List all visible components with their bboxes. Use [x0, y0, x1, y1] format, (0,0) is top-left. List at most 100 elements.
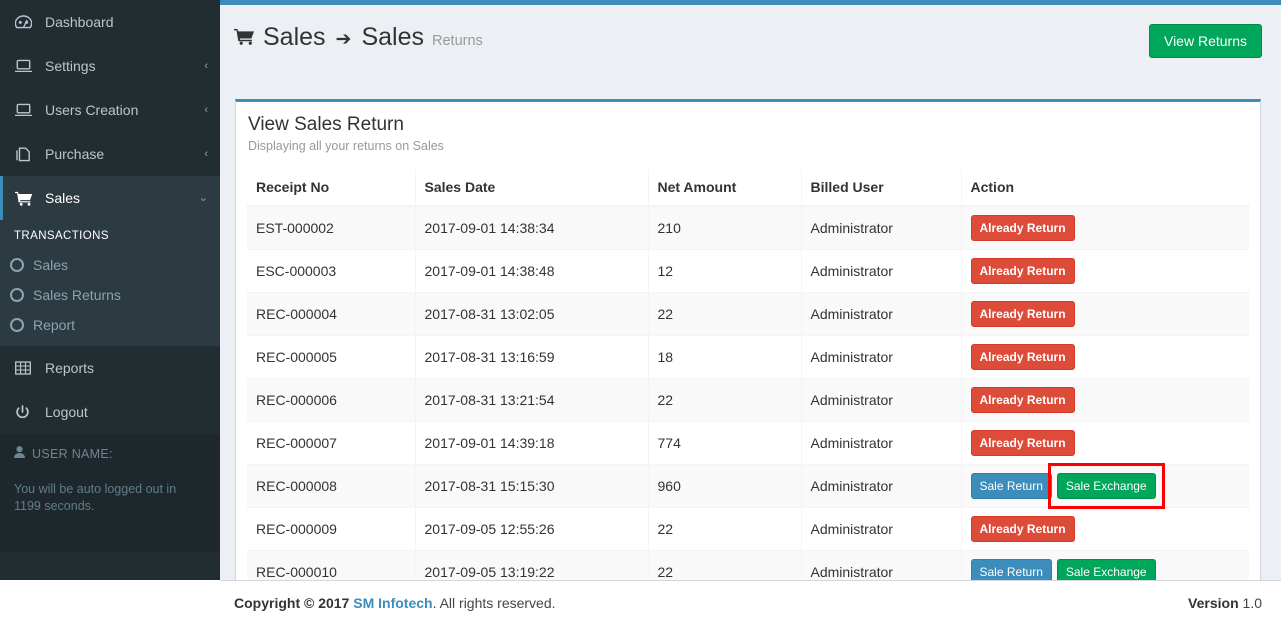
cell-action: Already Return: [961, 249, 1249, 293]
cell-action: Already Return: [961, 292, 1249, 336]
cell-action: Already Return: [961, 507, 1249, 551]
page-subtitle: Returns: [432, 33, 483, 49]
column-header-sales-date: Sales Date: [415, 169, 649, 207]
footer-copyright: Copyright © 2017 SM Infotech. All rights…: [234, 595, 556, 611]
cell-sales-date: 2017-09-01 14:38:34: [415, 205, 649, 250]
already-return-button[interactable]: Already Return: [970, 343, 1075, 371]
chevron-left-icon: ‹: [204, 147, 208, 160]
cell-receipt-no: REC-000008: [247, 464, 416, 508]
sale-exchange-button[interactable]: Sale Exchange: [1056, 472, 1156, 500]
cell-net-amount: 960: [648, 464, 802, 508]
sale-return-button[interactable]: Sale Return: [970, 472, 1052, 500]
laptop-icon: [15, 103, 37, 117]
panel-title: View Sales Return: [248, 114, 404, 135]
sales-returns-table: Receipt No Sales Date Net Amount Billed Use…: [247, 169, 1249, 593]
treeview-header: TRANSACTIONS: [14, 230, 109, 242]
sidebar-item-settings[interactable]: Settings ‹: [0, 44, 220, 88]
dashboard-icon: [15, 14, 37, 30]
cell-net-amount: 22: [648, 292, 802, 336]
cell-action: Already Return: [961, 378, 1249, 422]
treeview-item-report[interactable]: Report: [0, 310, 220, 340]
footer-version: Version 1.0: [1188, 595, 1262, 611]
footer-copyright-suffix: . All rights reserved.: [432, 595, 556, 611]
footer-left-spacer: [0, 580, 220, 639]
action-buttons: Already Return: [970, 386, 1241, 414]
cell-sales-date: 2017-08-31 13:16:59: [415, 335, 649, 379]
chevron-left-icon: ‹: [204, 59, 208, 72]
action-buttons: Already Return: [970, 257, 1241, 285]
cell-billed-user: Administrator: [801, 205, 962, 250]
cell-receipt-no: ESC-000003: [247, 249, 416, 293]
laptop-icon: [15, 59, 37, 73]
table-header-row: Receipt No Sales Date Net Amount Billed Use…: [247, 169, 1249, 207]
cell-sales-date: 2017-09-01 14:38:48: [415, 249, 649, 293]
sidebar-item-users-creation[interactable]: Users Creation ‹: [0, 88, 220, 132]
cell-action: Already Return: [961, 335, 1249, 379]
sidebar-item-sales[interactable]: Sales ⌄: [0, 176, 220, 220]
view-returns-button[interactable]: View Returns: [1148, 24, 1262, 58]
sidebar-item-label: Settings: [45, 58, 96, 74]
treeview-item-sales[interactable]: Sales: [0, 250, 220, 280]
sidebar-item-label: Sales: [45, 190, 81, 206]
sidebar-item-label: Users Creation: [45, 102, 139, 118]
footer-version-value: 1.0: [1242, 595, 1262, 611]
files-icon: [15, 147, 37, 162]
cell-net-amount: 12: [648, 249, 802, 293]
sidebar-item-reports[interactable]: Reports: [0, 346, 220, 390]
treeview-item-label: Sales: [33, 257, 69, 273]
sidebar-treeview-sales: TRANSACTIONS Sales Sales Returns Report: [0, 220, 220, 346]
page-title-main: Sales: [263, 23, 326, 51]
top-accent-bar: [220, 0, 1281, 5]
cell-net-amount: 18: [648, 335, 802, 379]
table-row: REC-000008 2017-08-31 15:15:30 960 Administ…: [247, 462, 1249, 510]
cell-billed-user: Administrator: [801, 292, 962, 336]
cell-sales-date: 2017-09-01 14:39:18: [415, 421, 649, 465]
already-return-button[interactable]: Already Return: [970, 515, 1075, 543]
sidebar-item-logout[interactable]: Logout: [0, 390, 220, 434]
page-header: Sales ➔ Sales Returns View Returns: [220, 5, 1281, 93]
power-icon: [15, 404, 37, 420]
cell-net-amount: 210: [648, 205, 802, 250]
table-header: Receipt No Sales Date Net Amount Billed Use…: [247, 169, 1249, 207]
page-footer: Copyright © 2017 SM Infotech. All rights…: [220, 580, 1281, 639]
table-row: REC-000004 2017-08-31 13:02:05 22 Administr…: [247, 292, 1249, 336]
breadcrumb-arrow-icon: ➔: [335, 29, 352, 50]
cell-sales-date: 2017-08-31 13:02:05: [415, 292, 649, 336]
cell-receipt-no: REC-000009: [247, 507, 416, 551]
highlighted-action: Sale Exchange: [1047, 462, 1165, 510]
sidebar-item-purchase[interactable]: Purchase ‹: [0, 132, 220, 176]
sidebar-item-label: Dashboard: [45, 14, 114, 30]
cell-receipt-no: REC-000006: [247, 378, 416, 422]
treeview-item-sales-returns[interactable]: Sales Returns: [0, 280, 220, 310]
cell-billed-user: Administrator: [801, 335, 962, 379]
already-return-button[interactable]: Already Return: [970, 429, 1075, 457]
cell-action: Already Return: [961, 205, 1249, 250]
shopping-cart-icon: [234, 28, 255, 51]
sidebar-user-box: USER NAME: You will be auto logged out i…: [0, 434, 220, 552]
already-return-button[interactable]: Already Return: [970, 386, 1075, 414]
cell-receipt-no: REC-000007: [247, 421, 416, 465]
treeview-item-label: Sales Returns: [33, 287, 121, 303]
user-name-row: USER NAME:: [14, 446, 206, 461]
user-icon: [14, 446, 25, 461]
cell-billed-user: Administrator: [801, 507, 962, 551]
panel-header: View Sales Return Displaying all your re…: [236, 102, 1260, 157]
panel-body: Receipt No Sales Date Net Amount Billed Use…: [236, 157, 1260, 611]
already-return-button[interactable]: Already Return: [970, 300, 1075, 328]
sales-return-panel: View Sales Return Displaying all your re…: [235, 99, 1261, 612]
user-name-label: USER NAME:: [32, 446, 113, 461]
column-header-billed-user: Billed User: [801, 169, 962, 207]
page-title: Sales ➔ Sales Returns: [234, 23, 1261, 52]
footer-copyright-prefix: Copyright © 2017: [234, 595, 350, 611]
sidebar-item-dashboard[interactable]: Dashboard: [0, 0, 220, 44]
already-return-button[interactable]: Already Return: [970, 214, 1075, 242]
table-row: EST-000002 2017-09-01 14:38:34 210 Administ…: [247, 205, 1249, 250]
action-buttons: Already Return: [970, 429, 1241, 457]
already-return-button[interactable]: Already Return: [970, 257, 1075, 285]
cell-sales-date: 2017-08-31 13:21:54: [415, 378, 649, 422]
table-row: REC-000005 2017-08-31 13:16:59 18 Administr…: [247, 335, 1249, 379]
table-row: ESC-000003 2017-09-01 14:38:48 12 Administr…: [247, 249, 1249, 293]
footer-company-link[interactable]: SM Infotech: [353, 595, 433, 611]
column-header-action: Action: [961, 169, 1249, 207]
